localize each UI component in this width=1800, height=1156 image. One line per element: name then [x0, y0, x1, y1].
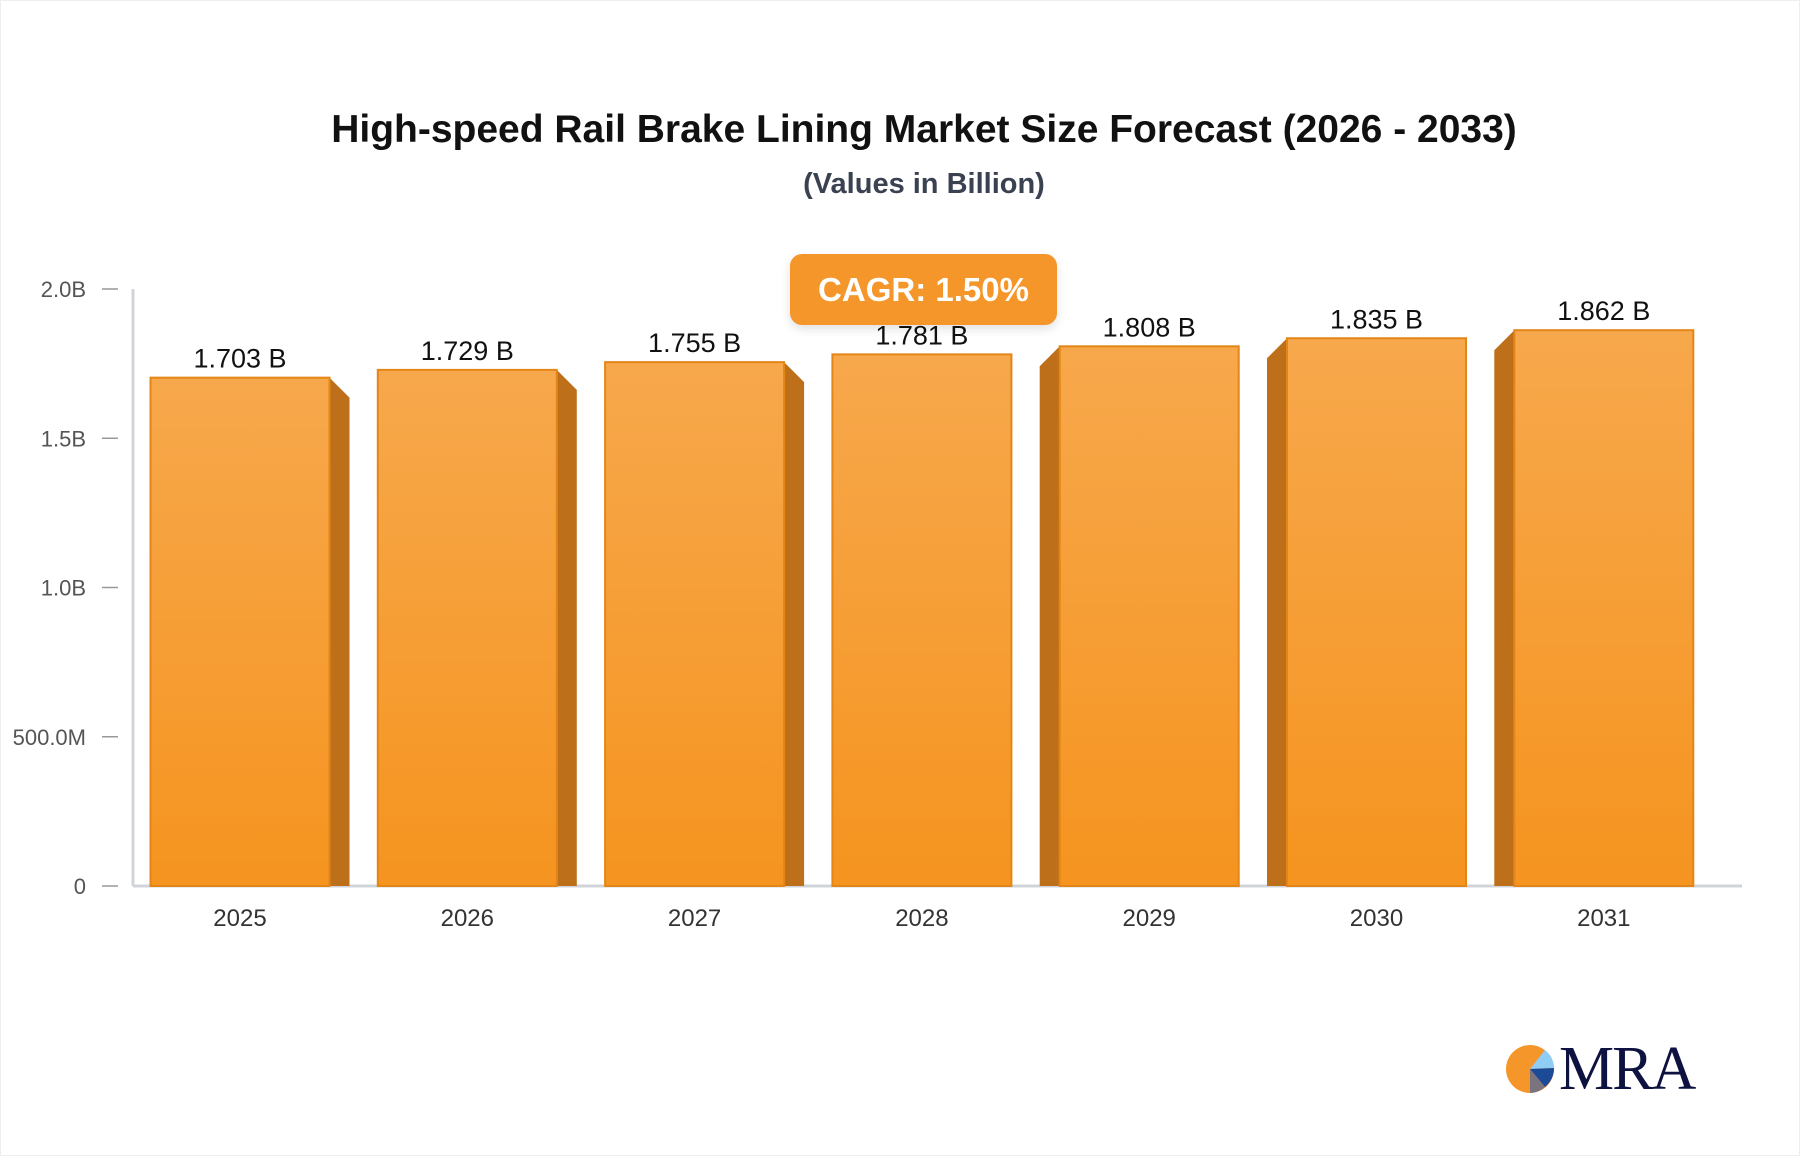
bar-side: [784, 362, 805, 886]
x-tick-label: 2030: [1350, 905, 1403, 932]
bar-side: [1267, 338, 1287, 886]
bar-2029: [1058, 345, 1240, 887]
pie-logo-icon: [1506, 1045, 1555, 1093]
y-tick-label: 500.0M: [13, 725, 86, 750]
bar-2030: [1286, 337, 1467, 887]
data-label: 1.781 B: [875, 320, 968, 350]
y-tick-label: 2.0B: [41, 277, 86, 302]
x-tick-label: 2028: [895, 905, 948, 932]
bar-2026: [376, 368, 558, 887]
data-label: 1.808 B: [1103, 312, 1196, 342]
data-label: 1.703 B: [193, 344, 286, 374]
bar-2025: [149, 376, 331, 887]
x-tick-label: 2025: [213, 905, 266, 932]
bar-side: [556, 369, 577, 886]
y-tick-label: 1.5B: [41, 426, 86, 451]
bar-side: [1039, 346, 1060, 886]
data-label: 1.835 B: [1330, 304, 1423, 334]
x-tick-label: 2031: [1577, 905, 1630, 932]
logo-text: MRA: [1559, 1035, 1696, 1103]
data-label: 1.729 B: [421, 336, 514, 366]
x-tick-label: 2027: [668, 905, 721, 932]
y-tick-label: 0: [74, 874, 86, 899]
x-tick-label: 2029: [1123, 905, 1176, 932]
bar-2031: [1513, 329, 1695, 887]
y-tick-label: 1.0B: [41, 576, 86, 601]
bar-side: [329, 377, 350, 886]
mra-logo: MRA: [1505, 1035, 1696, 1103]
chart-subtitle: (Values in Billion): [803, 168, 1045, 200]
cagr-badge: CAGR: 1.50%: [790, 254, 1057, 325]
bar-side: [1494, 330, 1515, 886]
data-label: 1.755 B: [648, 328, 741, 358]
bar-2028: [831, 353, 1013, 887]
data-label: 1.862 B: [1557, 296, 1650, 326]
bar-2027: [604, 361, 786, 887]
x-tick-label: 2026: [441, 905, 494, 932]
chart-title: High-speed Rail Brake Lining Market Size…: [331, 108, 1517, 151]
